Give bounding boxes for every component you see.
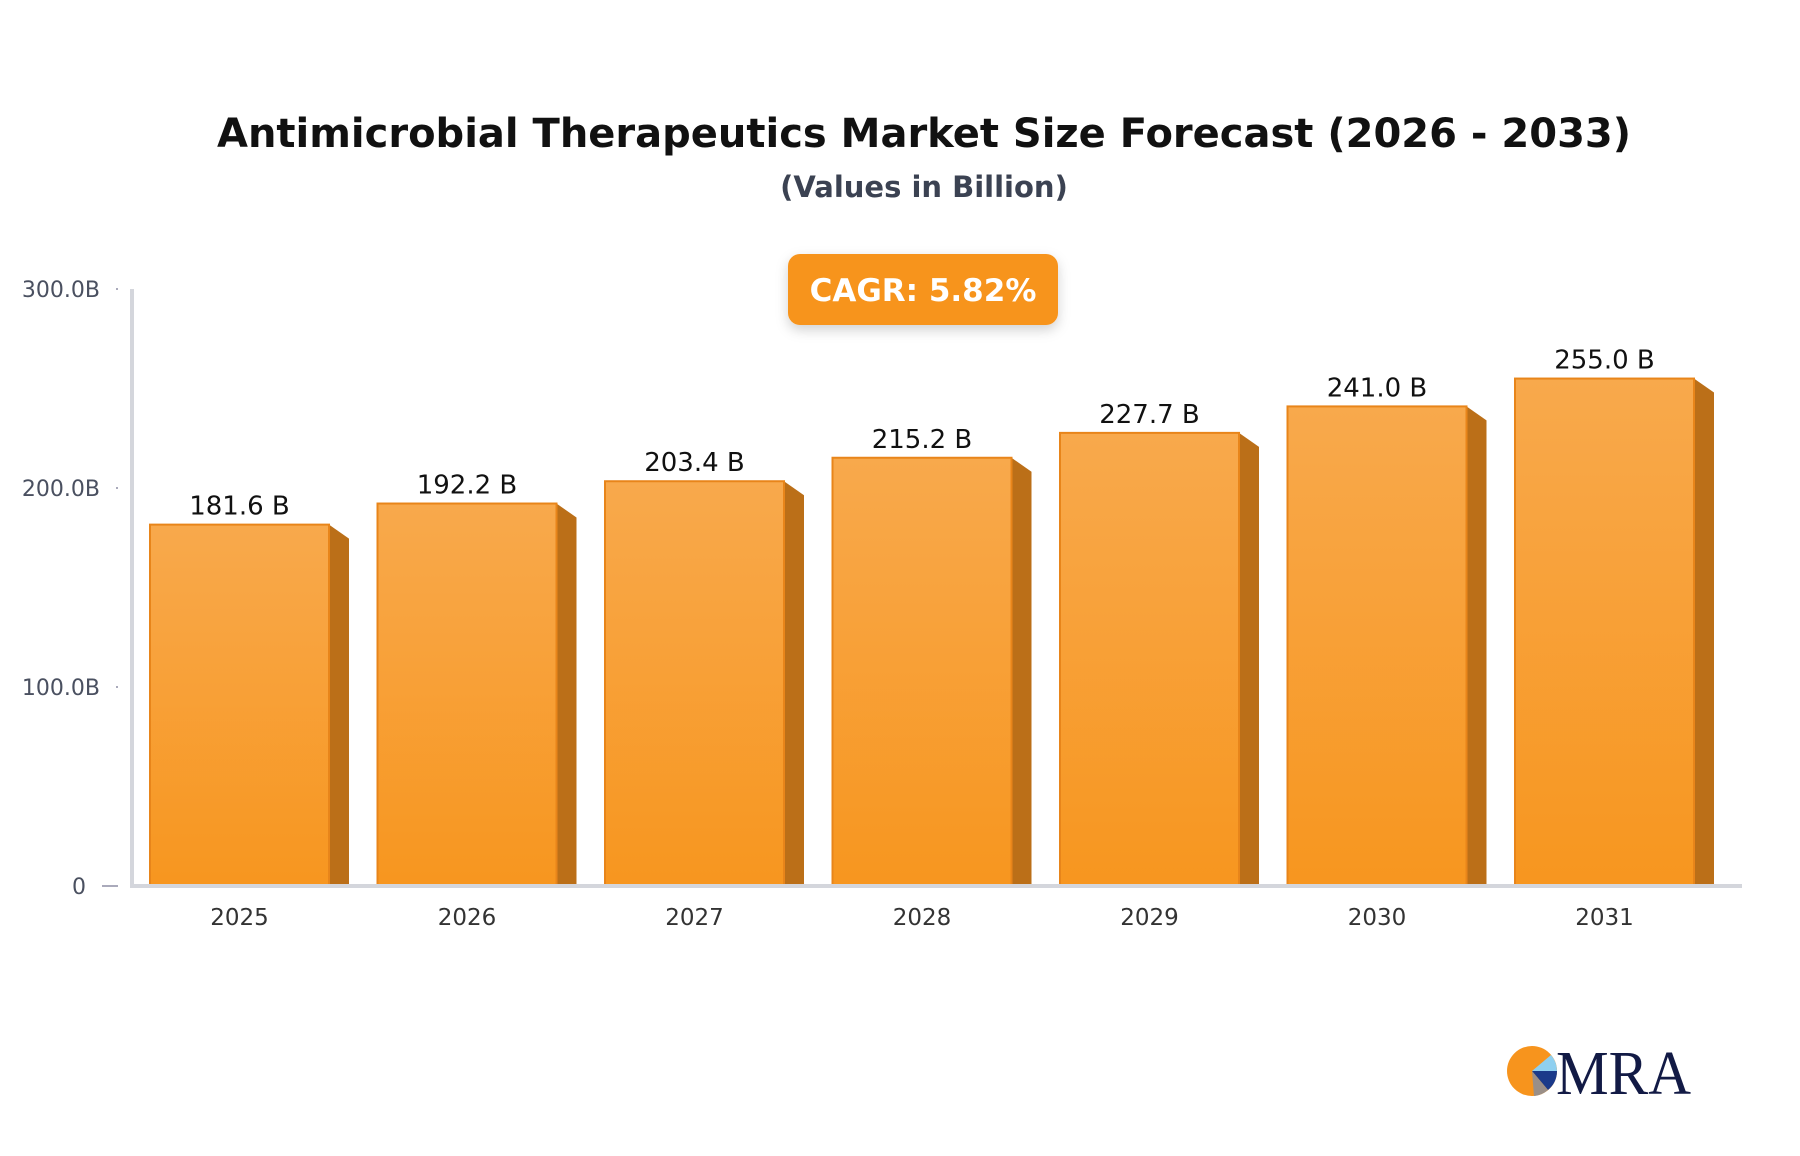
bar-side: [329, 524, 349, 886]
x-tick-label: 2027: [665, 905, 724, 931]
data-label: 255.0 B: [1554, 346, 1655, 376]
bar-side: [1239, 432, 1259, 886]
x-tick-label: 2028: [893, 905, 952, 931]
bar: [149, 523, 330, 888]
bar-side: [1694, 378, 1714, 886]
bar: [1286, 405, 1468, 887]
x-tick-label: 2030: [1348, 905, 1407, 931]
x-tick-label: 2025: [210, 905, 269, 931]
data-label: 181.6 B: [189, 492, 290, 522]
bar-side: [1466, 406, 1487, 886]
y-axis: 0 100.0B 200.0B 300.0B: [22, 278, 134, 900]
bar: [1514, 377, 1695, 887]
y-tick-label: 300.0B: [22, 278, 100, 303]
x-axis: 2025 2026 2027 2028 2029 2030 2031: [130, 884, 1742, 931]
bar-2025: 181.6 B: [149, 492, 349, 888]
cagr-badge: CAGR: 5.82%: [788, 254, 1058, 325]
bar-2029: 227.7 B: [1059, 400, 1259, 887]
bar-2028: 215.2 B: [831, 425, 1032, 887]
bar-2027: 203.4 B: [604, 448, 804, 887]
bar: [831, 456, 1013, 887]
data-label: 215.2 B: [872, 425, 973, 455]
data-label: 227.7 B: [1099, 400, 1200, 430]
bar: [604, 480, 785, 887]
data-label: 192.2 B: [417, 471, 518, 501]
svg-text:MRA: MRA: [1556, 1040, 1691, 1108]
data-label: 241.0 B: [1327, 373, 1428, 403]
bar-2031: 255.0 B: [1514, 346, 1714, 887]
y-tick-label: 200.0B: [22, 477, 100, 502]
chart-title: Antimicrobial Therapeutics Market Size F…: [217, 111, 1631, 157]
y-tick-label: 100.0B: [22, 676, 100, 701]
bar: [376, 502, 558, 887]
bars: 181.6 B 192.2 B 203.4 B 215.2 B 227.7 B 241.0…: [149, 346, 1714, 888]
x-tick-label: 2031: [1575, 905, 1634, 931]
data-label: 203.4 B: [644, 448, 745, 478]
bar-2026: 192.2 B: [376, 471, 577, 887]
bar-2030: 241.0 B: [1286, 373, 1487, 887]
x-tick-label: 2026: [438, 905, 497, 931]
y-tick-label: 0: [72, 875, 86, 900]
bar-side: [784, 481, 804, 886]
bar-side: [556, 503, 577, 886]
bar-side: [1011, 457, 1032, 886]
cagr-label: CAGR: 5.82%: [810, 273, 1037, 309]
mra-logo: MRA: [1507, 1040, 1691, 1108]
bar: [1059, 431, 1240, 887]
chart-subtitle: (Values in Billion): [780, 170, 1068, 204]
x-tick-label: 2029: [1120, 905, 1179, 931]
